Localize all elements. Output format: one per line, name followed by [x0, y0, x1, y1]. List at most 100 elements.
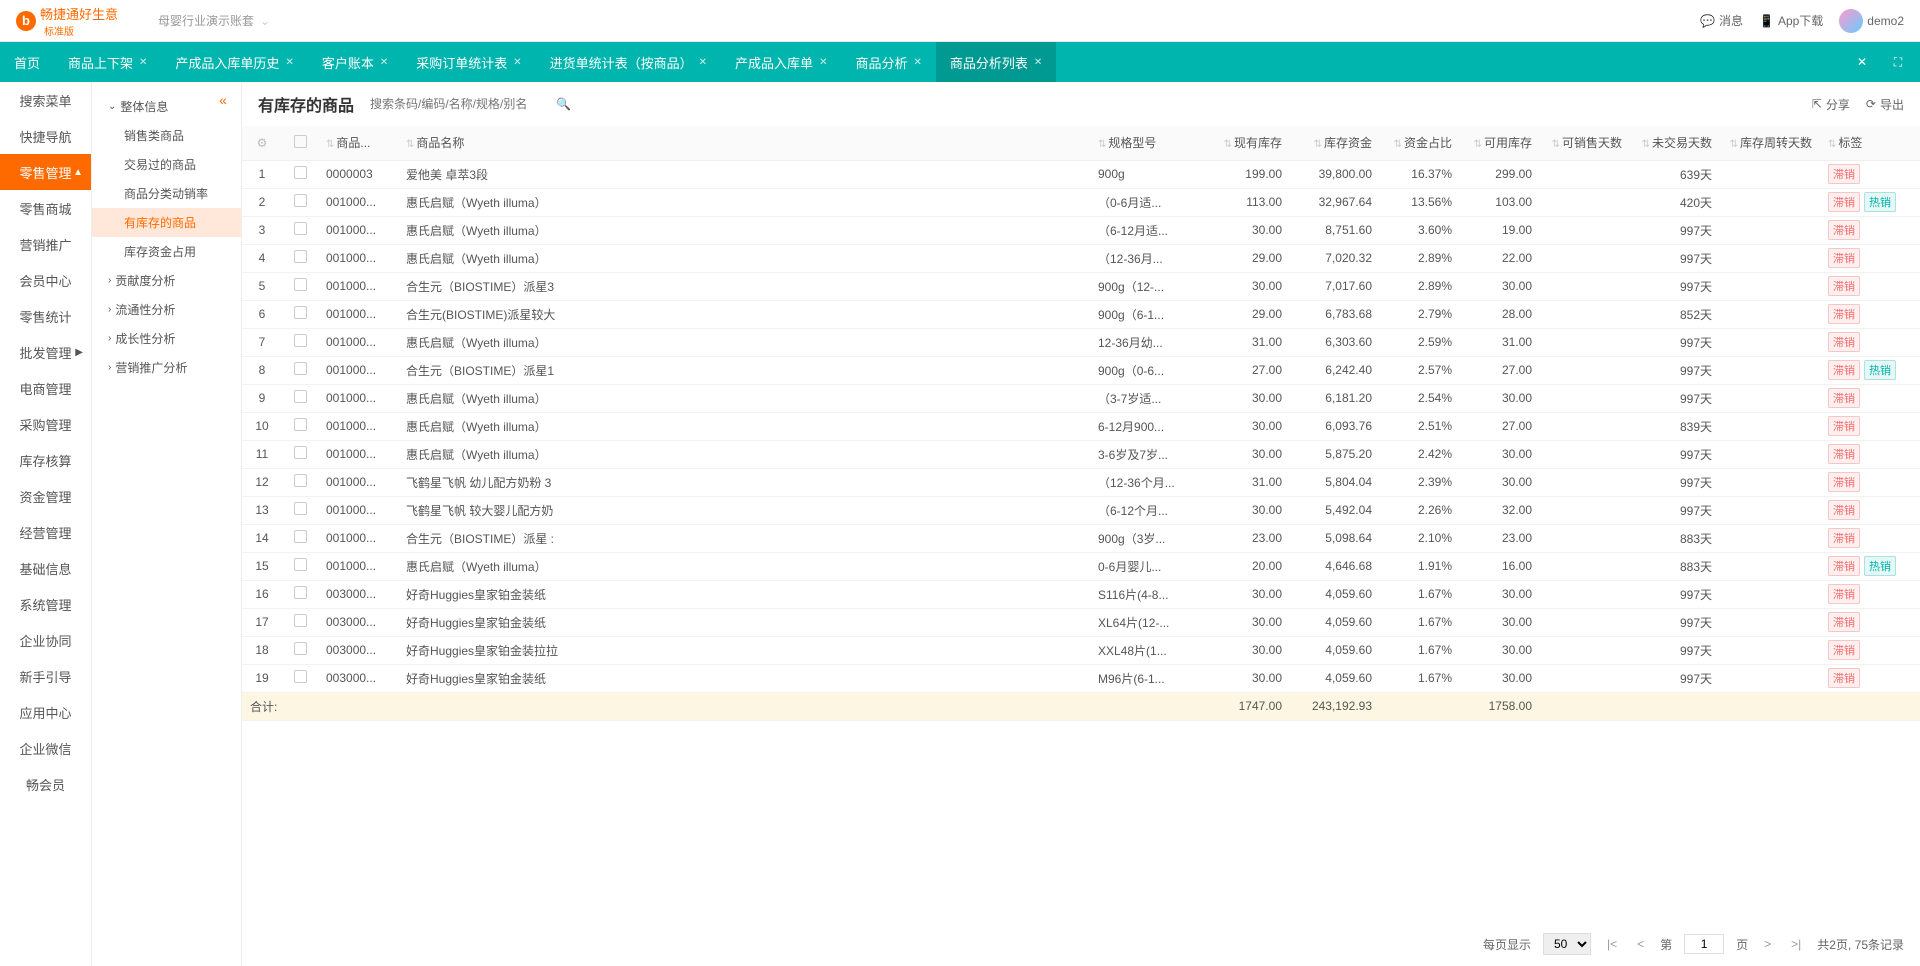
- gear-icon[interactable]: ⚙: [257, 136, 268, 150]
- checkbox[interactable]: [294, 390, 307, 403]
- table-row[interactable]: 18003000...好奇Huggies皇家铂金装拉拉XXL48片(1...30…: [242, 636, 1920, 664]
- table-row[interactable]: 11001000...惠氏启赋（Wyeth illuma）3-6岁及7岁...3…: [242, 440, 1920, 468]
- collapse-icon[interactable]: «: [213, 90, 233, 110]
- table-row[interactable]: 6001000...合生元(BIOSTIME)派星较大900g（6-1...29…: [242, 300, 1920, 328]
- close-icon[interactable]: ✕: [513, 57, 521, 68]
- close-all-icon[interactable]: ✕: [1848, 48, 1876, 76]
- tab[interactable]: 商品分析✕: [841, 42, 935, 82]
- sidenav-item[interactable]: 采购管理: [0, 406, 91, 442]
- user-menu[interactable]: demo2: [1839, 9, 1904, 33]
- close-icon[interactable]: ✕: [285, 57, 293, 68]
- tab[interactable]: 采购订单统计表✕: [402, 42, 535, 82]
- tree-item[interactable]: 交易过的商品: [92, 150, 241, 179]
- sidenav-item[interactable]: 搜索菜单: [0, 82, 91, 118]
- sidenav-item[interactable]: 电商管理: [0, 370, 91, 406]
- checkbox[interactable]: [294, 250, 307, 263]
- checkbox[interactable]: [294, 222, 307, 235]
- tree-group[interactable]: ›贡献度分析: [92, 266, 241, 295]
- export-button[interactable]: ⟳ 导出: [1866, 96, 1904, 113]
- table-row[interactable]: 7001000...惠氏启赋（Wyeth illuma）12-36月幼...31…: [242, 328, 1920, 356]
- checkbox[interactable]: [294, 278, 307, 291]
- page-input[interactable]: [1684, 934, 1724, 954]
- search-icon[interactable]: 🔍: [556, 97, 571, 111]
- prev-page-button[interactable]: <: [1633, 937, 1648, 951]
- checkbox[interactable]: [294, 334, 307, 347]
- page-size-select[interactable]: 50: [1543, 933, 1591, 955]
- table-row[interactable]: 13001000...飞鹤星飞帆 较大婴儿配方奶（6-12个月...30.005…: [242, 496, 1920, 524]
- table-row[interactable]: 10000003爱他美 卓萃3段900g199.0039,800.0016.37…: [242, 160, 1920, 188]
- tree-item[interactable]: 有库存的商品: [92, 208, 241, 237]
- sidenav-item[interactable]: 基础信息: [0, 550, 91, 586]
- sidenav-item[interactable]: 系统管理: [0, 586, 91, 622]
- sidenav-item[interactable]: 企业微信: [0, 730, 91, 766]
- column-header[interactable]: ⇅未交易天数: [1630, 126, 1720, 160]
- first-page-button[interactable]: |<: [1603, 937, 1621, 951]
- tree-item[interactable]: 商品分类动销率: [92, 179, 241, 208]
- sidenav-item[interactable]: 经营管理: [0, 514, 91, 550]
- checkbox[interactable]: [294, 502, 307, 515]
- checkbox[interactable]: [294, 194, 307, 207]
- table-row[interactable]: 2001000...惠氏启赋（Wyeth illuma）（0-6月适...113…: [242, 188, 1920, 216]
- tree-group[interactable]: ›营销推广分析: [92, 353, 241, 382]
- checkbox[interactable]: [294, 670, 307, 683]
- column-header[interactable]: ⇅商品名称: [398, 126, 1090, 160]
- checkbox[interactable]: [294, 586, 307, 599]
- checkbox[interactable]: [294, 558, 307, 571]
- checkbox[interactable]: [294, 530, 307, 543]
- table-row[interactable]: 8001000...合生元（BIOSTIME）派星1900g（0-6...27.…: [242, 356, 1920, 384]
- search-input[interactable]: [370, 97, 550, 111]
- sidenav-item[interactable]: 畅会员: [0, 766, 91, 802]
- close-icon[interactable]: ✕: [139, 57, 147, 68]
- column-header[interactable]: ⇅现有库存: [1210, 126, 1290, 160]
- sidenav-item[interactable]: 企业协同: [0, 622, 91, 658]
- close-icon[interactable]: ✕: [913, 57, 921, 68]
- checkbox[interactable]: [294, 306, 307, 319]
- sidenav-item[interactable]: 会员中心: [0, 262, 91, 298]
- checkbox[interactable]: [294, 418, 307, 431]
- table-row[interactable]: 5001000...合生元（BIOSTIME）派星3900g（12-...30.…: [242, 272, 1920, 300]
- column-header[interactable]: ⇅标签: [1820, 126, 1920, 160]
- sidenav-item[interactable]: 应用中心: [0, 694, 91, 730]
- close-icon[interactable]: ✕: [1034, 57, 1042, 68]
- messages-link[interactable]: 💬 消息: [1700, 12, 1743, 29]
- table-row[interactable]: 17003000...好奇Huggies皇家铂金装纸XL64片(12-...30…: [242, 608, 1920, 636]
- sidenav-item[interactable]: 零售商城: [0, 190, 91, 226]
- sidenav-item[interactable]: 资金管理: [0, 478, 91, 514]
- sidenav-item[interactable]: 零售管理▲: [0, 154, 91, 190]
- sidenav-item[interactable]: 营销推广: [0, 226, 91, 262]
- tab[interactable]: 商品上下架✕: [54, 42, 161, 82]
- checkbox[interactable]: [294, 362, 307, 375]
- close-icon[interactable]: ✕: [699, 57, 707, 68]
- close-icon[interactable]: ✕: [819, 57, 827, 68]
- column-header[interactable]: ⇅资金占比: [1380, 126, 1460, 160]
- table-row[interactable]: 16003000...好奇Huggies皇家铂金装纸S116片(4-8...30…: [242, 580, 1920, 608]
- column-header[interactable]: ⇅可用库存: [1460, 126, 1540, 160]
- sidenav-item[interactable]: 库存核算: [0, 442, 91, 478]
- checkbox[interactable]: [294, 614, 307, 627]
- sidenav-item[interactable]: 批发管理▶: [0, 334, 91, 370]
- column-header[interactable]: ⇅规格型号: [1090, 126, 1210, 160]
- checkbox[interactable]: [294, 446, 307, 459]
- table-row[interactable]: 19003000...好奇Huggies皇家铂金装纸M96片(6-1...30.…: [242, 664, 1920, 692]
- tab[interactable]: 进货单统计表（按商品）✕: [536, 42, 721, 82]
- tab[interactable]: 客户账本✕: [308, 42, 402, 82]
- checkbox-all[interactable]: [294, 135, 307, 148]
- tree-group[interactable]: ›成长性分析: [92, 324, 241, 353]
- tab[interactable]: 首页: [0, 42, 54, 82]
- tree-group[interactable]: ›流通性分析: [92, 295, 241, 324]
- column-header[interactable]: ⚙: [242, 126, 282, 160]
- table-row[interactable]: 10001000...惠氏启赋（Wyeth illuma）6-12月900...…: [242, 412, 1920, 440]
- tab[interactable]: 商品分析列表✕: [936, 42, 1056, 82]
- sidenav-item[interactable]: 新手引导: [0, 658, 91, 694]
- account-select[interactable]: 母婴行业演示账套 ⌄: [158, 12, 270, 29]
- checkbox[interactable]: [294, 474, 307, 487]
- tab[interactable]: 产成品入库单历史✕: [161, 42, 307, 82]
- tree-item[interactable]: 库存资金占用: [92, 237, 241, 266]
- column-header[interactable]: [282, 126, 318, 160]
- sidenav-item[interactable]: 快捷导航: [0, 118, 91, 154]
- share-button[interactable]: ⇱ 分享: [1812, 96, 1850, 113]
- app-download-link[interactable]: 📱 App下载: [1759, 12, 1823, 29]
- column-header[interactable]: ⇅商品...: [318, 126, 398, 160]
- table-row[interactable]: 15001000...惠氏启赋（Wyeth illuma）0-6月婴儿...20…: [242, 552, 1920, 580]
- close-icon[interactable]: ✕: [380, 57, 388, 68]
